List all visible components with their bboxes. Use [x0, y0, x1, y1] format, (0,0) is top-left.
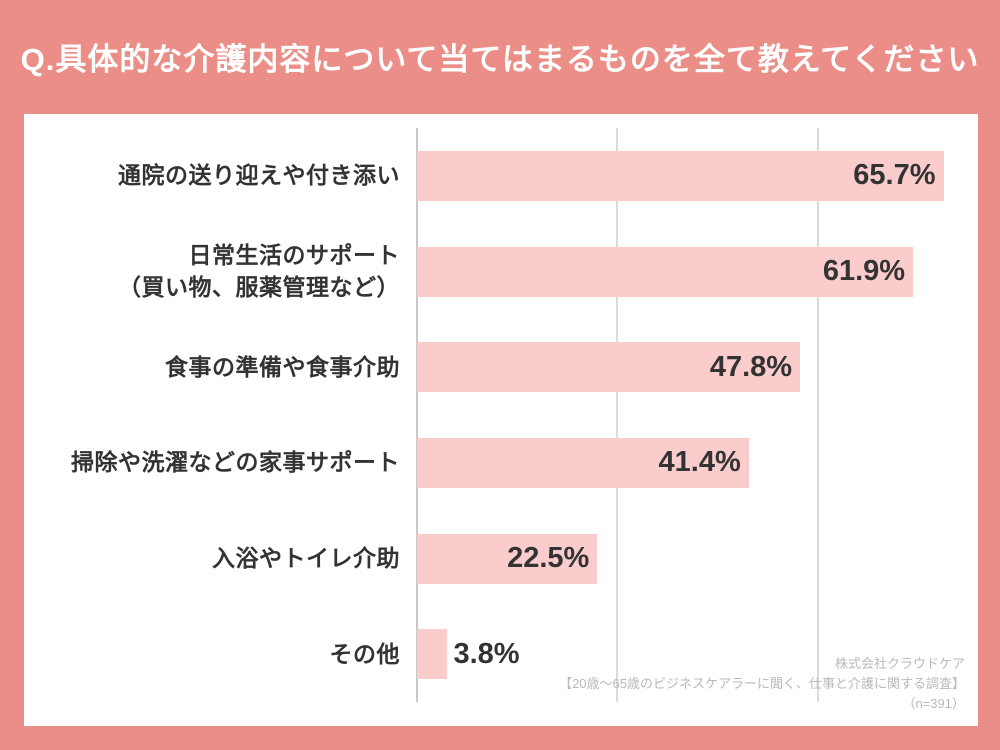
category-label: 日常生活のサポート （買い物、服薬管理など） [118, 242, 400, 300]
bar: 65.7% [417, 150, 944, 201]
bar-track: 65.7% [417, 150, 978, 201]
source-survey-title: 【20歳～65歳のビジネスケアラーに聞く、仕事と介護に関する調査】 [559, 675, 965, 691]
bar [417, 629, 448, 680]
bar-track: 3.8% [417, 629, 978, 680]
chart-row: その他 3.8% [24, 606, 978, 702]
bar-track: 61.9% [417, 246, 978, 297]
source-attribution: 株式会社クラウドケア 【20歳～65歳のビジネスケアラーに聞く、仕事と介護に関す… [559, 654, 965, 714]
value-label: 61.9% [822, 255, 906, 287]
source-company: 株式会社クラウドケア [834, 655, 965, 671]
value-label: 3.8% [453, 637, 520, 670]
value-label: 41.4% [658, 446, 741, 479]
value-label: 47.8% [709, 350, 793, 383]
page-title: Q.具体的な介護内容について当てはまるものを全て教えてください [20, 42, 980, 77]
y-axis-line [416, 128, 418, 702]
bar-track: 41.4% [417, 437, 978, 488]
category-label: 通院の送り迎えや付き添い [118, 162, 400, 189]
chart-row: 掃除や洗濯などの家事サポート 41.4% [24, 415, 978, 511]
source-sample-size: （n=391） [902, 695, 965, 711]
value-label: 22.5% [507, 542, 590, 575]
category-label: その他 [329, 640, 400, 667]
chart-row: 通院の送り迎えや付き添い 65.7% [24, 128, 978, 224]
bar-track: 47.8% [417, 342, 978, 393]
chart-row: 入浴やトイレ介助 22.5% [24, 511, 978, 607]
gridline-layer [416, 128, 978, 702]
bar: 22.5% [417, 533, 598, 584]
bar-track: 22.5% [417, 533, 978, 584]
bar: 47.8% [417, 342, 801, 393]
bar-chart: 通院の送り迎えや付き添い 65.7% 日常生活のサポート （買い物、服薬管理など） 6… [24, 128, 978, 702]
chart-card: 通院の送り迎えや付き添い 65.7% 日常生活のサポート （買い物、服薬管理など） 6… [24, 114, 978, 726]
bar: 61.9% [417, 246, 914, 297]
category-label: 掃除や洗濯などの家事サポート [71, 449, 400, 476]
category-label: 食事の準備や食事介助 [165, 353, 400, 380]
value-label: 65.7% [853, 159, 936, 192]
gridline [616, 128, 619, 702]
gridline [816, 128, 819, 702]
bar: 41.4% [417, 437, 749, 488]
chart-row: 食事の準備や食事介助 47.8% [24, 319, 978, 415]
chart-row: 日常生活のサポート （買い物、服薬管理など） 61.9% [24, 224, 978, 320]
category-label: 入浴やトイレ介助 [212, 545, 400, 571]
chart-rows: 通院の送り迎えや付き添い 65.7% 日常生活のサポート （買い物、服薬管理など） 6… [24, 128, 978, 702]
